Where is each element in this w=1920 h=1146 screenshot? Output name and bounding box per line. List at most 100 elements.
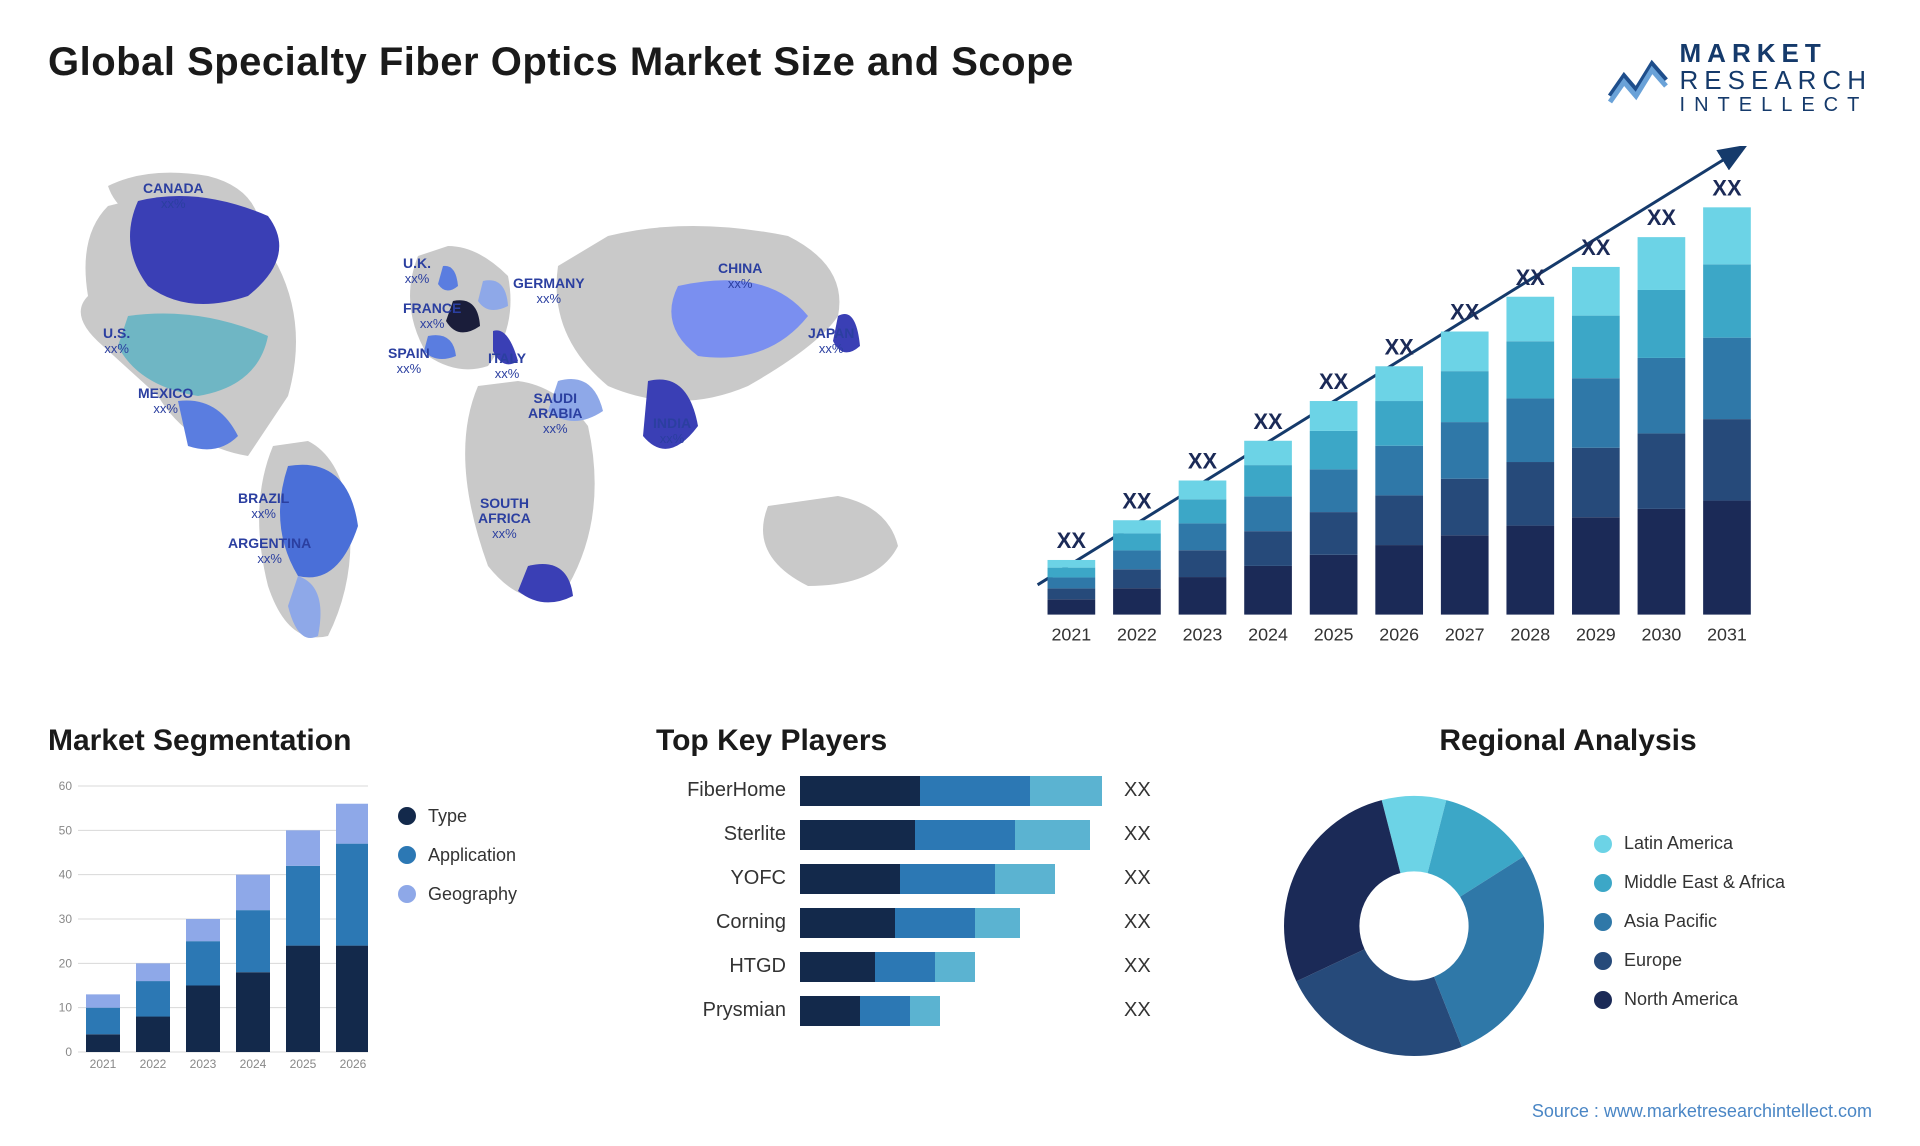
growth-bar-seg: [1638, 237, 1686, 290]
key-players-title: Top Key Players: [656, 724, 1216, 758]
player-bar-seg: [860, 996, 910, 1026]
growth-bar-seg: [1244, 566, 1292, 615]
growth-bar-seg: [1703, 264, 1751, 337]
map-country-name: SPAIN: [388, 345, 430, 361]
growth-bar-seg: [1244, 440, 1292, 464]
seg-year-label: 2026: [340, 1057, 367, 1071]
seg-year-label: 2021: [90, 1057, 117, 1071]
growth-year-label: 2022: [1117, 624, 1157, 644]
swatch-icon: [398, 846, 416, 864]
growth-bar-seg: [1703, 500, 1751, 614]
growth-bar-label: XX: [1385, 334, 1415, 359]
map-label-spain: SPAINxx%: [388, 346, 430, 377]
growth-bar-chart: XX2021XX2022XX2023XX2024XX2025XX2026XX20…: [978, 146, 1872, 666]
map-label-south_africa: SOUTHAFRICAxx%: [478, 496, 531, 542]
map-country-pct: xx%: [492, 526, 517, 541]
bottom-row: Market Segmentation 01020304050602021202…: [48, 724, 1872, 1076]
map-label-argentina: ARGENTINAxx%: [228, 536, 311, 567]
seg-ytick: 20: [59, 956, 73, 970]
player-bar: [800, 952, 1110, 982]
seg-bar-seg: [336, 843, 368, 945]
growth-bar-seg: [1506, 525, 1554, 614]
regional-legend-item: Latin America: [1594, 833, 1785, 854]
seg-bar-seg: [336, 803, 368, 843]
growth-bar-seg: [1375, 445, 1423, 495]
player-row: YOFCXX: [656, 864, 1216, 894]
player-row: HTGDXX: [656, 952, 1216, 982]
growth-bar-seg: [1506, 398, 1554, 462]
seg-bar-seg: [86, 1007, 120, 1034]
map-country-pct: xx%: [543, 421, 568, 436]
seg-legend-item: Type: [398, 806, 517, 827]
growth-bar-seg: [1441, 422, 1489, 479]
player-bar-seg: [1015, 820, 1090, 850]
seg-legend-label: Geography: [428, 884, 517, 905]
growth-bar-label: XX: [1319, 369, 1349, 394]
regional-legend: Latin America Middle East & Africa Asia Pa…: [1594, 823, 1785, 1028]
map-country-pct: xx%: [397, 361, 422, 376]
growth-bar-seg: [1572, 315, 1620, 378]
map-label-mexico: MEXICOxx%: [138, 386, 193, 417]
player-bar-seg: [910, 996, 940, 1026]
map-country-pct: xx%: [251, 506, 276, 521]
player-bar-seg: [800, 952, 875, 982]
player-bar: [800, 908, 1110, 938]
growth-bar-seg: [1572, 267, 1620, 316]
growth-bar-seg: [1048, 567, 1096, 577]
map-country-name: SOUTHAFRICA: [478, 495, 531, 526]
key-players-body: FiberHomeXXSterliteXXYOFCXXCorningXXHTGD…: [656, 776, 1216, 1026]
growth-bar-label: XX: [1516, 264, 1546, 289]
donut-slice: [1284, 800, 1400, 981]
player-bar-seg: [935, 952, 975, 982]
top-row: CANADAxx%U.S.xx%MEXICOxx%BRAZILxx%ARGENT…: [48, 146, 1872, 666]
player-row: FiberHomeXX: [656, 776, 1216, 806]
key-players-panel: Top Key Players FiberHomeXX SterliteXX YOF…: [656, 724, 1216, 1076]
player-bar: [800, 820, 1110, 850]
player-value: XX: [1124, 823, 1151, 846]
seg-bar-seg: [236, 874, 270, 909]
growth-year-label: 2031: [1707, 624, 1747, 644]
player-row: SterliteXX: [656, 820, 1216, 850]
growth-year-label: 2025: [1314, 624, 1354, 644]
growth-bar-label: XX: [1450, 299, 1480, 324]
page-title: Global Specialty Fiber Optics Market Siz…: [48, 40, 1074, 85]
player-bar-seg: [800, 864, 900, 894]
map-label-saudi: SAUDIARABIAxx%: [528, 391, 582, 437]
map-country-name: CHINA: [718, 260, 762, 276]
logo-word-1: MARKET: [1680, 40, 1872, 67]
growth-bar-seg: [1572, 447, 1620, 517]
player-bar-seg: [975, 908, 1020, 938]
growth-bar-seg: [1375, 545, 1423, 615]
player-name: YOFC: [656, 867, 786, 890]
growth-bar-label: XX: [1647, 205, 1677, 230]
regional-legend-label: North America: [1624, 989, 1738, 1010]
swatch-icon: [1594, 952, 1612, 970]
player-row: PrysmianXX: [656, 996, 1216, 1026]
seg-bar-seg: [236, 910, 270, 972]
seg-ytick: 0: [65, 1045, 72, 1059]
regional-legend-label: Europe: [1624, 950, 1682, 971]
regional-legend-item: Europe: [1594, 950, 1785, 971]
growth-bar-seg: [1179, 499, 1227, 523]
growth-bar-seg: [1244, 465, 1292, 496]
regional-legend-label: Middle East & Africa: [1624, 872, 1785, 893]
growth-bar-seg: [1506, 462, 1554, 526]
player-bar-seg: [995, 864, 1055, 894]
player-bar-seg: [800, 820, 915, 850]
segmentation-chart-svg: 0102030405060202120222023202420252026: [48, 776, 368, 1076]
player-value: XX: [1124, 955, 1151, 978]
player-bar-seg: [895, 908, 975, 938]
seg-legend-label: Type: [428, 806, 467, 827]
brand-logo: MARKET RESEARCH INTELLECT: [1606, 40, 1872, 116]
growth-bar-seg: [1310, 401, 1358, 431]
map-country-name: JAPAN: [808, 325, 854, 341]
map-country-name: CANADA: [143, 180, 204, 196]
growth-bar-seg: [1441, 331, 1489, 371]
map-country-name: INDIA: [653, 415, 691, 431]
growth-bar-seg: [1048, 577, 1096, 588]
logo-mark-icon: [1606, 50, 1670, 106]
growth-bar-seg: [1310, 512, 1358, 555]
seg-bar-seg: [286, 865, 320, 945]
map-country-name: SAUDIARABIA: [528, 390, 582, 421]
regional-legend-item: Asia Pacific: [1594, 911, 1785, 932]
